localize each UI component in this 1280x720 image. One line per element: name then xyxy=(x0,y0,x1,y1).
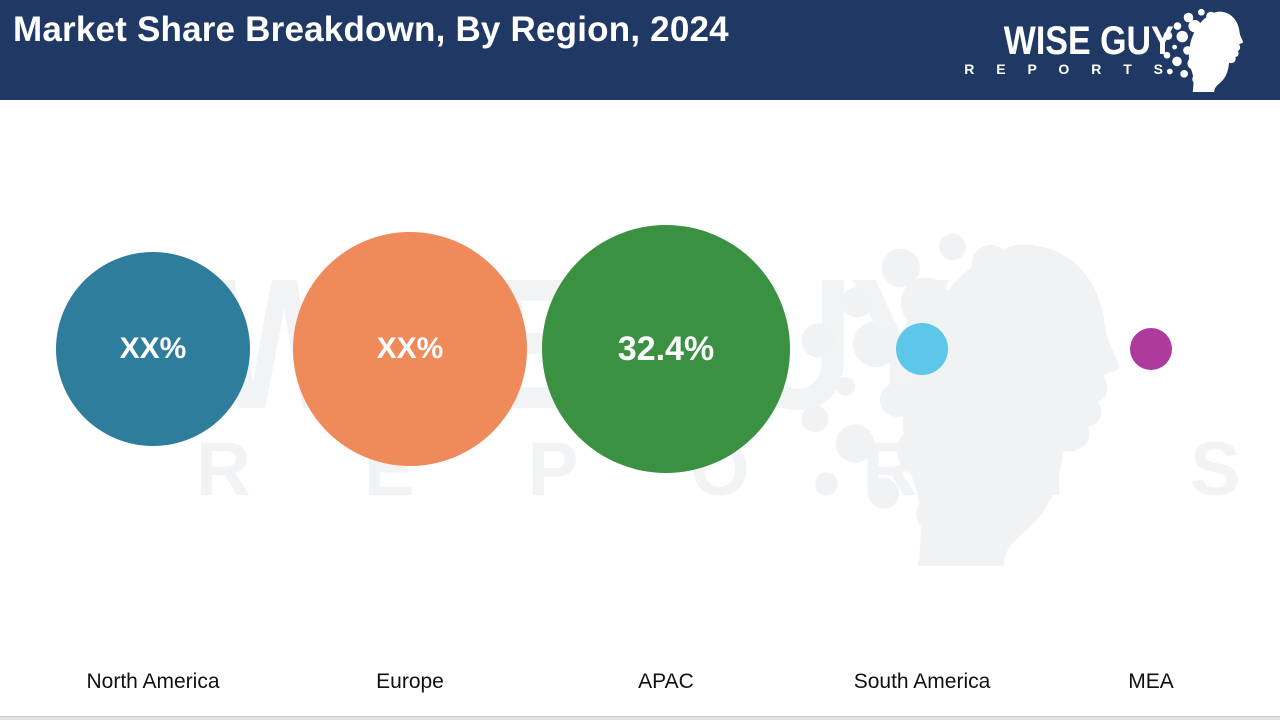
category-label-europe: Europe xyxy=(376,670,444,693)
watermark-face-icon xyxy=(792,220,1174,568)
bubble-value-label: 32.4% xyxy=(617,329,715,368)
logo-text: WISE GUY R E P O R T S xyxy=(964,18,1174,77)
bubble-mea xyxy=(1130,328,1172,370)
logo-subtitle: R E P O R T S xyxy=(964,60,1172,77)
wiseguy-logo: WISE GUY R E P O R T S xyxy=(964,0,1280,92)
bubble-value-label: XX% xyxy=(119,332,187,365)
category-label-apac: APAC xyxy=(638,670,694,693)
logo-wordmark: WISE GUY xyxy=(1003,18,1174,63)
bubble-value-label: XX% xyxy=(376,332,444,365)
bubble-europe: XX% xyxy=(293,232,527,466)
bubble-north-america: XX% xyxy=(56,252,250,446)
bubble-south-america xyxy=(896,323,948,375)
bottom-strip xyxy=(0,716,1280,720)
bubble-chart: WISE GUY R E P O R T S XX%XX%32.4% North… xyxy=(0,100,1280,716)
category-label-south-america: South America xyxy=(853,670,991,693)
header-bar: Market Share Breakdown, By Region, 2024 … xyxy=(0,0,1280,100)
category-label-north-america: North America xyxy=(86,670,220,693)
page-title: Market Share Breakdown, By Region, 2024 xyxy=(13,10,729,49)
bubble-apac: 32.4% xyxy=(542,225,790,473)
category-label-mea: MEA xyxy=(1128,670,1174,693)
